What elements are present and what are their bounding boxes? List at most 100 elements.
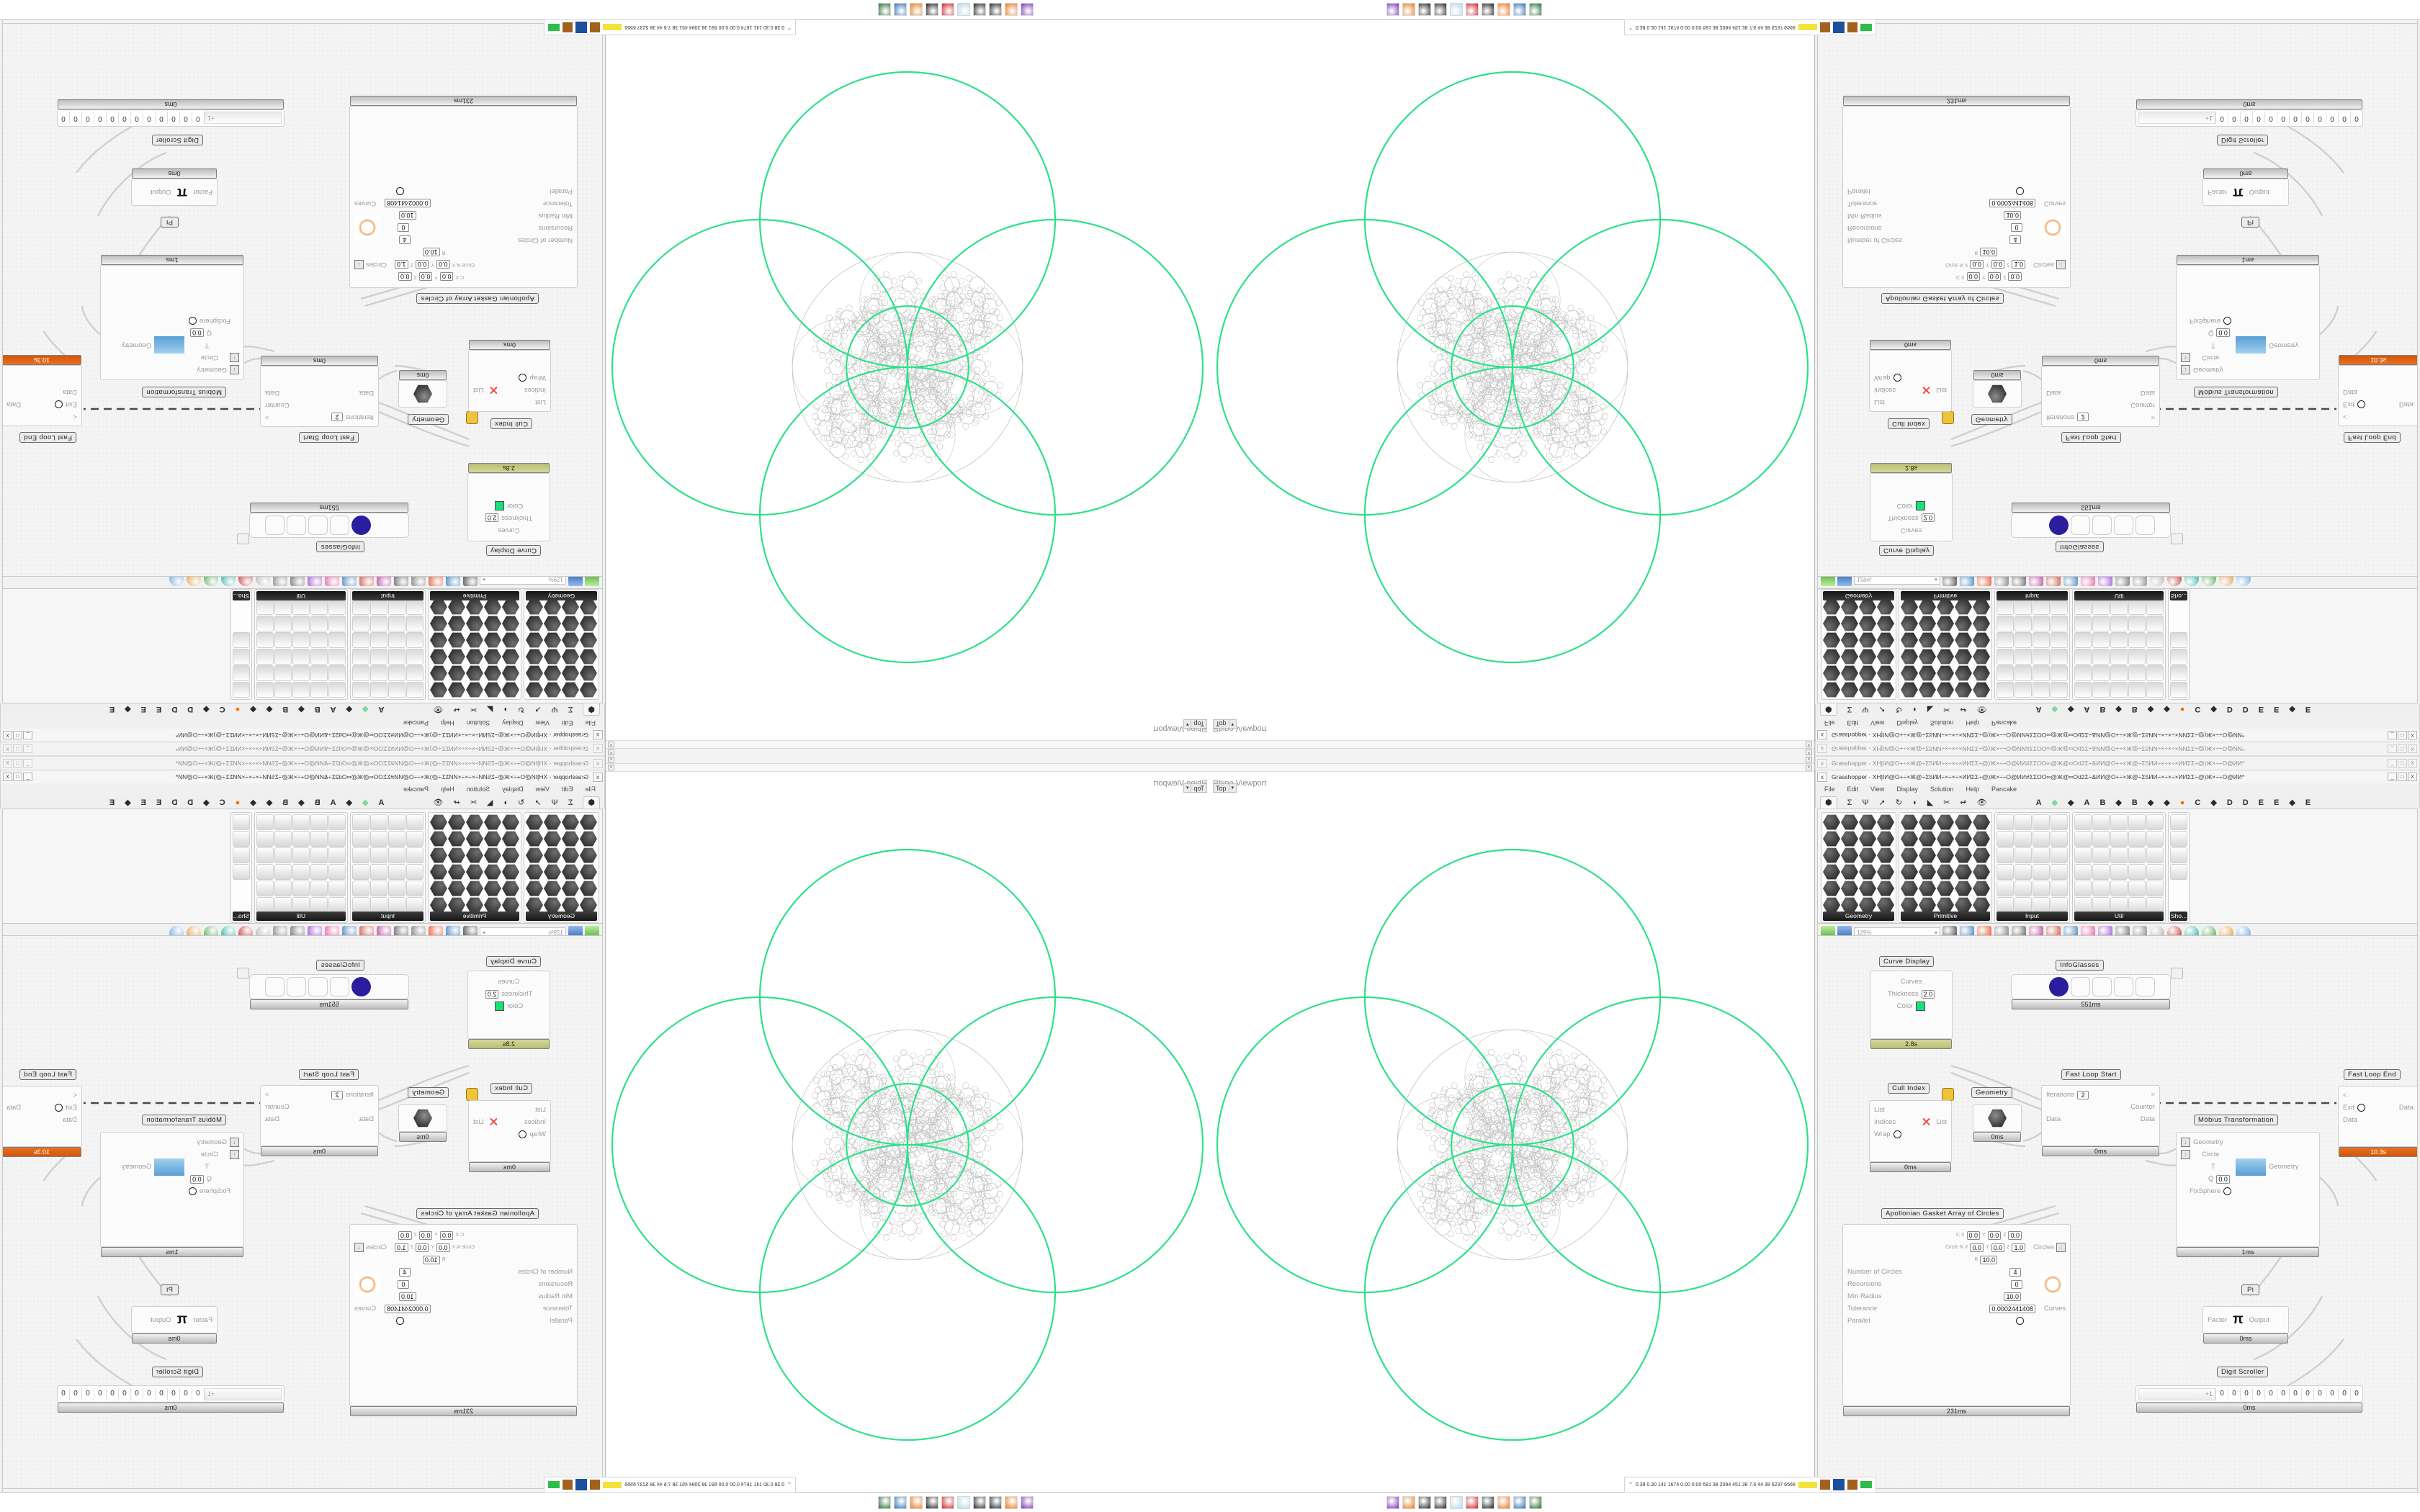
ribbon-component-icon[interactable] bbox=[274, 682, 292, 698]
exit-toggle[interactable] bbox=[2357, 400, 2365, 408]
ribbon-component-icon[interactable] bbox=[1823, 831, 1840, 847]
ribbon-component-icon[interactable] bbox=[1901, 665, 1918, 681]
viewport-close-icon[interactable]: x bbox=[1806, 757, 1812, 762]
ribbon-component-icon[interactable] bbox=[2074, 649, 2092, 665]
exit-toggle[interactable] bbox=[2357, 1104, 2365, 1112]
ribbon-component-icon[interactable] bbox=[2170, 864, 2187, 880]
ribbon-component-icon[interactable] bbox=[352, 847, 369, 863]
ribbon-tab-spiral[interactable]: ↻ bbox=[517, 705, 525, 714]
value-c-x[interactable]: 0.0 bbox=[1966, 1230, 1981, 1240]
viewport-canvas[interactable] bbox=[605, 0, 1210, 756]
ribbon-component-icon[interactable] bbox=[1973, 649, 1990, 665]
color-swatch[interactable] bbox=[1916, 501, 1926, 510]
value-number-of-circles[interactable]: 4 bbox=[2009, 235, 2021, 245]
ribbon-component-icon[interactable] bbox=[1996, 881, 2014, 896]
wrap-toggle[interactable] bbox=[519, 1130, 527, 1138]
component-ribbon[interactable]: Geometry Primitive Input Util Sho... bbox=[1817, 588, 2418, 703]
app-red-icon[interactable] bbox=[1466, 3, 1479, 17]
ribbon-tab-extra-10[interactable]: C bbox=[219, 798, 225, 807]
value-n-z[interactable]: 1.0 bbox=[2012, 1243, 2025, 1252]
ribbon-component-icon[interactable] bbox=[1955, 881, 1972, 896]
ribbon-group-geometry[interactable]: Geometry bbox=[524, 812, 599, 923]
ribbon-tab-extra-17[interactable]: E bbox=[109, 705, 115, 714]
ribbon-component-icon[interactable] bbox=[1919, 881, 1936, 896]
ribbon-component-icon[interactable] bbox=[1841, 649, 1858, 665]
value-n-y[interactable]: 0.0 bbox=[1991, 1243, 2005, 1252]
ribbon-component-icon[interactable] bbox=[2033, 881, 2050, 896]
ribbon-component-icon[interactable] bbox=[2074, 881, 2092, 896]
menu-item-help[interactable]: Help bbox=[441, 786, 454, 793]
ribbon-tab-extra-7[interactable]: ◆ bbox=[2147, 798, 2154, 807]
value-q[interactable]: 0.0 bbox=[190, 1174, 204, 1184]
ribbon-component-icon[interactable] bbox=[2015, 665, 2032, 681]
ribbon-component-icon[interactable] bbox=[1859, 649, 1876, 665]
ribbon-component-icon[interactable] bbox=[1937, 632, 1954, 648]
menu-item-edit[interactable]: Edit bbox=[1847, 786, 1859, 793]
value-n-x[interactable]: 0.0 bbox=[436, 1243, 450, 1252]
ribbon-component-icon[interactable] bbox=[370, 632, 387, 648]
minimize-button[interactable]: _ bbox=[2388, 773, 2397, 781]
digit-cell[interactable]: 0 bbox=[2301, 1387, 2313, 1400]
ribbon-component-icon[interactable] bbox=[562, 665, 579, 681]
save-blue-icon[interactable] bbox=[894, 1495, 907, 1509]
close-icon[interactable]: x bbox=[593, 758, 603, 768]
value-iterations[interactable]: 2 bbox=[2077, 413, 2089, 422]
ribbon-component-icon[interactable] bbox=[310, 682, 328, 698]
ribbon-group-input[interactable]: Input bbox=[350, 812, 426, 923]
ribbon-component-icon[interactable] bbox=[1955, 616, 1972, 631]
ribbon-component-icon[interactable] bbox=[274, 881, 292, 896]
ribbon-component-icon[interactable] bbox=[2051, 881, 2068, 896]
ribbon-component-icon[interactable] bbox=[1919, 847, 1936, 863]
ribbon-component-icon[interactable] bbox=[466, 831, 483, 847]
ribbon-component-icon[interactable] bbox=[1955, 814, 1972, 830]
ribbon-tab-extra-0[interactable]: A bbox=[378, 705, 385, 714]
ribbon-component-icon[interactable] bbox=[233, 864, 250, 880]
value-c-y[interactable]: 0.0 bbox=[1987, 272, 2002, 282]
ribbon-component-icon[interactable] bbox=[370, 665, 387, 681]
flatten-icon[interactable]: ↓ bbox=[230, 1138, 239, 1147]
value-number-of-circles[interactable]: 4 bbox=[399, 235, 411, 245]
value-n-z[interactable]: 1.0 bbox=[395, 260, 408, 269]
ribbon-component-icon[interactable] bbox=[466, 616, 483, 631]
ribbon-component-icon[interactable] bbox=[466, 682, 483, 698]
ribbon-component-icon[interactable] bbox=[544, 814, 561, 830]
digit-cell[interactable]: 0 bbox=[70, 1387, 82, 1400]
ribbon-component-icon[interactable] bbox=[1901, 897, 1918, 913]
digit-cell[interactable]: 0 bbox=[156, 112, 168, 125]
ribbon-tab-cone[interactable]: ◣ bbox=[1927, 705, 1934, 714]
ribbon-component-icon[interactable] bbox=[406, 847, 424, 863]
warning-balloon-icon[interactable] bbox=[1942, 1088, 1954, 1101]
digit-cell[interactable]: 0 bbox=[119, 112, 131, 125]
ribbon-component-icon[interactable] bbox=[1823, 881, 1840, 896]
ribbon-component-icon[interactable] bbox=[448, 814, 465, 830]
digit-cell[interactable]: 0 bbox=[58, 1387, 70, 1400]
ribbon-component-icon[interactable] bbox=[1901, 864, 1918, 880]
close-button[interactable]: X bbox=[2408, 773, 2417, 781]
ribbon-component-icon[interactable] bbox=[1996, 864, 2014, 880]
ribbon-component-icon[interactable] bbox=[328, 814, 346, 830]
warning-balloon-icon[interactable] bbox=[466, 1088, 478, 1101]
ribbon-component-icon[interactable] bbox=[1919, 682, 1936, 698]
digit-cell[interactable]: 0 bbox=[107, 112, 119, 125]
windows-taskbar[interactable]: ⌃ 0.38 0.30 141 1674 0.00 0.00 691 38 20… bbox=[1210, 0, 2420, 35]
ribbon-component-icon[interactable] bbox=[2146, 665, 2164, 681]
ribbon-component-icon[interactable] bbox=[580, 649, 597, 665]
ribbon-component-icon[interactable] bbox=[2146, 616, 2164, 631]
ribbon-component-icon[interactable] bbox=[1955, 847, 1972, 863]
ribbon-component-icon[interactable] bbox=[1901, 599, 1918, 615]
ribbon-component-icon[interactable] bbox=[2110, 864, 2128, 880]
ribbon-component-icon[interactable] bbox=[2051, 897, 2068, 913]
ribbon-component-icon[interactable] bbox=[1937, 814, 1954, 830]
ribbon-component-icon[interactable] bbox=[388, 616, 405, 631]
ribbon-tab-extra-1[interactable]: ◆ bbox=[2051, 705, 2058, 714]
component-infoglasses[interactable]: 551ms bbox=[237, 968, 409, 1009]
grid-icon[interactable] bbox=[2071, 977, 2090, 996]
ribbon-component-icon[interactable] bbox=[562, 897, 579, 913]
ribbon-component-icon[interactable] bbox=[1901, 814, 1918, 830]
ribbon-component-icon[interactable] bbox=[430, 616, 447, 631]
ribbon-component-icon[interactable] bbox=[328, 665, 346, 681]
ribbon-component-icon[interactable] bbox=[2128, 881, 2146, 896]
ribbon-group-input[interactable]: Input bbox=[1994, 812, 2070, 923]
ribbon-component-icon[interactable] bbox=[562, 632, 579, 648]
